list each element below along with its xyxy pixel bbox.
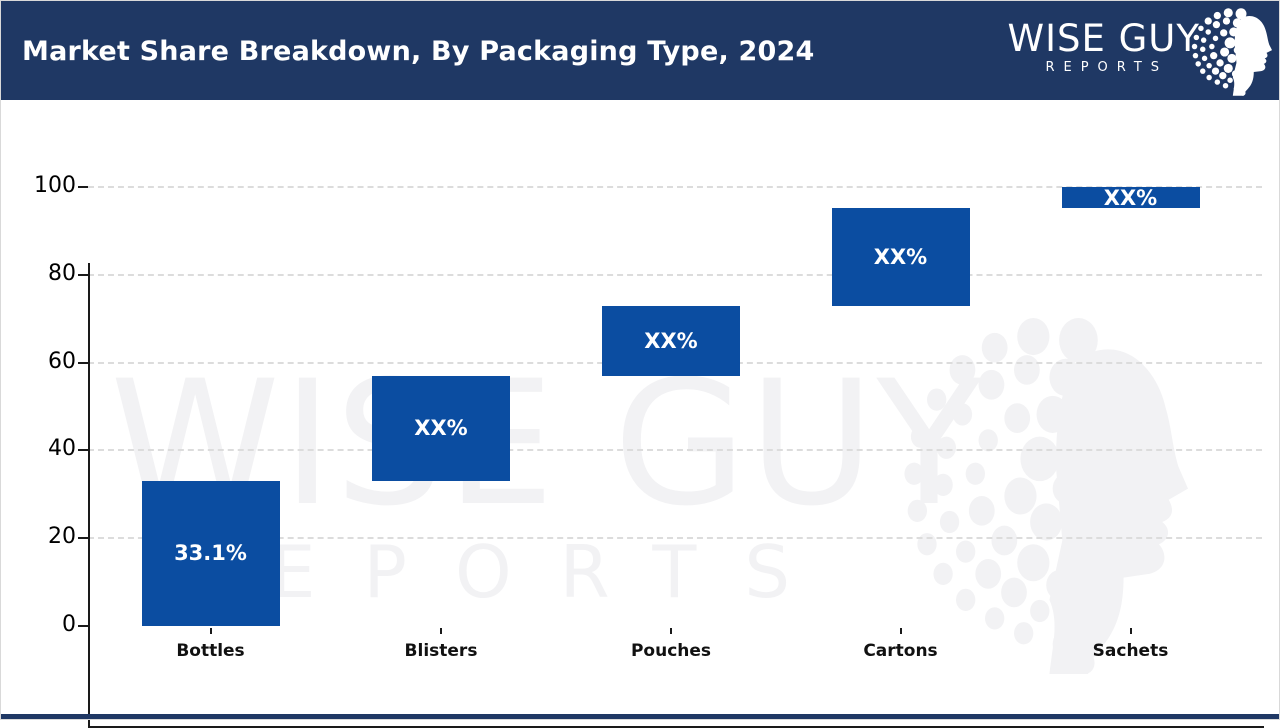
y-tick-label-100: 100 <box>34 173 76 198</box>
logo-head-icon <box>1191 8 1272 96</box>
x-tick-mark-bottles <box>209 628 212 634</box>
x-category-label-bottles: Bottles <box>176 641 245 661</box>
y-tick-mark-0 <box>78 625 88 627</box>
chart-title: Market Share Breakdown, By Packaging Typ… <box>22 36 815 67</box>
bar-value-label-pouches: XX% <box>644 329 698 354</box>
x-tick-mark-cartons <box>899 628 902 634</box>
x-tick-mark-blisters <box>440 628 442 634</box>
y-tick-mark-60 <box>78 361 88 364</box>
y-axis-line <box>88 263 90 728</box>
bar-blisters: XX% <box>372 376 510 481</box>
y-tick-mark-40 <box>78 449 88 452</box>
bar-value-label-bottles: 33.1% <box>174 541 247 566</box>
y-tick-mark-100 <box>78 186 88 188</box>
y-tick-label-60: 60 <box>48 348 76 374</box>
wise-guy-reports-logo: WISE GUY REPORTS <box>1006 6 1272 96</box>
header-bar: Market Share Breakdown, By Packaging Typ… <box>0 0 1280 100</box>
gridline-40 <box>88 449 1262 452</box>
watermark-head-icon <box>904 318 1188 674</box>
x-category-label-sachets: Sachets <box>1092 641 1169 661</box>
y-tick-label-20: 20 <box>48 524 76 550</box>
footer-bar <box>0 714 1280 720</box>
logo-wordmark: WISE GUY <box>1007 17 1200 60</box>
y-tick-mark-20 <box>78 537 88 540</box>
chart-area: WISE GUY REPORTS 0 20 40 60 80 100 33.1% Bottle… <box>0 100 1280 728</box>
bar-sachets: XX% <box>1061 185 1200 210</box>
gridline-100 <box>88 186 1262 188</box>
bar-value-label-cartons: XX% <box>873 245 928 269</box>
x-category-label-blisters: Blisters <box>404 641 478 661</box>
y-tick-label-40: 40 <box>48 436 76 462</box>
logo-subtitle: REPORTS <box>1045 60 1169 75</box>
bar-cartons: XX% <box>831 208 970 306</box>
x-category-label-cartons: Cartons <box>863 641 938 661</box>
x-tick-mark-pouches <box>670 628 672 634</box>
x-tick-mark-sachets <box>1129 628 1132 634</box>
gridline-80 <box>88 273 1262 276</box>
bar-value-label-blisters: XX% <box>414 416 468 441</box>
y-tick-label-0: 0 <box>62 612 76 637</box>
bar-bottles: 33.1% <box>141 480 280 626</box>
x-category-label-pouches: Pouches <box>630 641 712 661</box>
y-tick-mark-80 <box>78 273 88 276</box>
y-tick-label-80: 80 <box>48 260 76 286</box>
bar-value-label-sachets: XX% <box>1103 185 1158 210</box>
gridline-20 <box>88 537 1262 540</box>
logo-text: WISE GUY REPORTS <box>1007 17 1200 76</box>
bar-pouches: XX% <box>602 305 740 377</box>
